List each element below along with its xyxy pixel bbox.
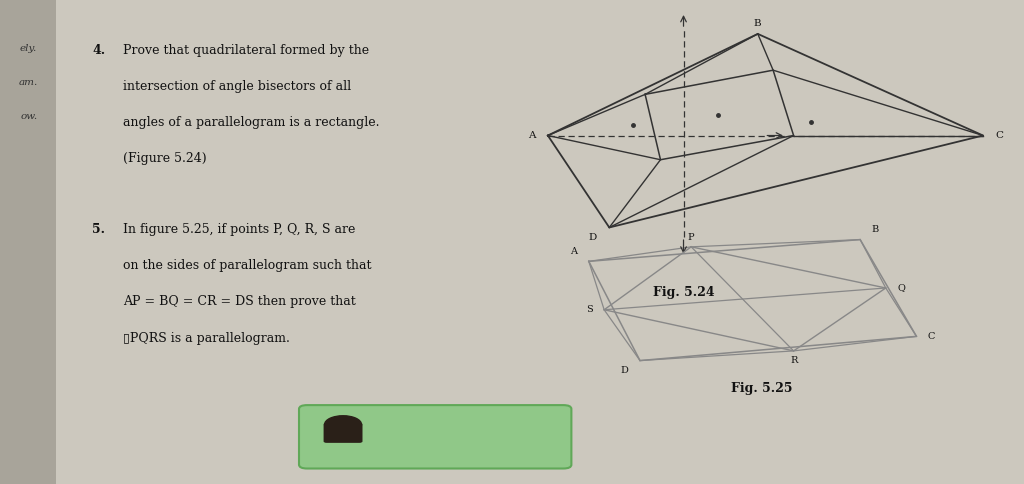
Text: In figure 5.25, if points P, Q, R, S are: In figure 5.25, if points P, Q, R, S are xyxy=(123,223,355,236)
Text: (Figure 5.24): (Figure 5.24) xyxy=(123,152,207,166)
Text: angles of a parallelogram is a rectangle.: angles of a parallelogram is a rectangle… xyxy=(123,116,379,129)
Text: Prove that quadrilateral formed by the: Prove that quadrilateral formed by the xyxy=(123,44,369,57)
Text: am.: am. xyxy=(19,78,38,87)
Text: R: R xyxy=(790,356,798,365)
Text: D: D xyxy=(621,366,629,375)
Text: P: P xyxy=(688,232,694,242)
Text: Q: Q xyxy=(897,284,905,292)
Text: C: C xyxy=(928,332,935,341)
Text: 5.: 5. xyxy=(92,223,105,236)
Text: ely.: ely. xyxy=(20,44,37,53)
FancyBboxPatch shape xyxy=(324,423,362,443)
Text: A: A xyxy=(570,247,578,256)
Text: D: D xyxy=(589,233,597,242)
Text: ow.: ow. xyxy=(20,112,37,121)
Text: S: S xyxy=(586,305,593,314)
Text: ▯PQRS is a parallelogram.: ▯PQRS is a parallelogram. xyxy=(123,332,290,345)
Text: intersection of angle bisectors of all: intersection of angle bisectors of all xyxy=(123,80,351,93)
Text: AP = BQ = CR = DS then prove that: AP = BQ = CR = DS then prove that xyxy=(123,295,355,308)
Text: on the sides of parallelogram such that: on the sides of parallelogram such that xyxy=(123,259,372,272)
Bar xyxy=(0,0,56,484)
Text: 4.: 4. xyxy=(92,44,105,57)
Text: Let's learn.: Let's learn. xyxy=(379,430,471,443)
Text: Fig. 5.25: Fig. 5.25 xyxy=(731,382,793,395)
Text: B: B xyxy=(754,19,762,28)
Circle shape xyxy=(325,416,361,433)
Text: C: C xyxy=(995,131,1004,140)
FancyBboxPatch shape xyxy=(299,405,571,469)
Text: A: A xyxy=(528,131,536,140)
Text: B: B xyxy=(871,225,879,234)
Text: Fig. 5.24: Fig. 5.24 xyxy=(652,286,715,299)
